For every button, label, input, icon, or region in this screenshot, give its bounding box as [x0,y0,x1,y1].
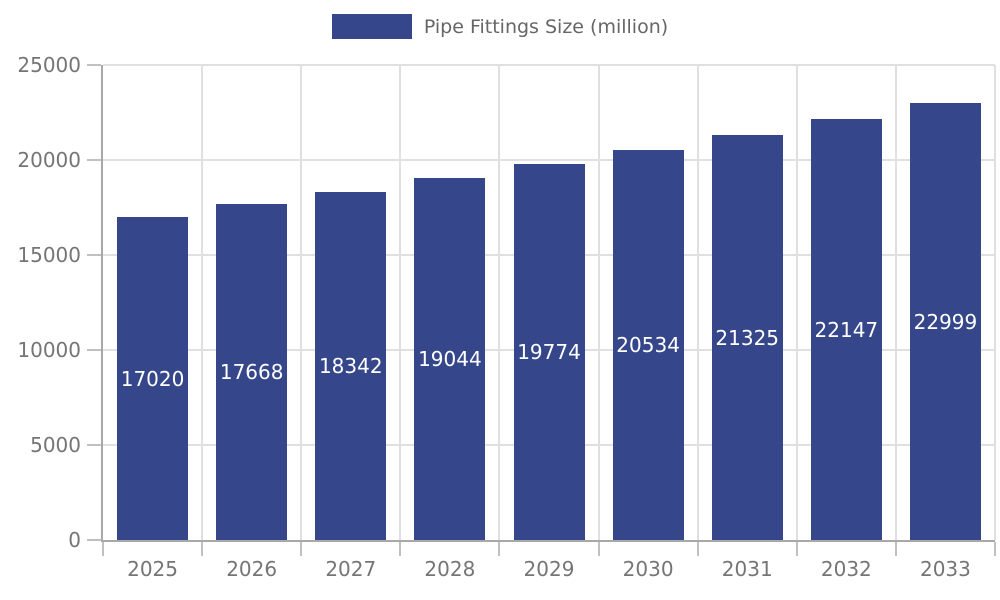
bar-2026[interactable]: 17668 [216,204,288,540]
gridline-vertical [894,65,897,540]
y-axis-tick [87,254,101,256]
x-axis-tick [597,542,600,556]
y-axis-tick-label: 25000 [17,53,81,77]
y-axis-line [101,65,103,542]
bar-value-label: 20534 [616,333,680,357]
gridline-vertical [597,65,600,540]
gridline-vertical [201,65,204,540]
bar-2025[interactable]: 17020 [117,217,189,540]
y-axis-tick [87,159,101,161]
bar-2030[interactable]: 20534 [612,150,684,540]
x-axis-tick [300,542,303,556]
x-axis-tick [498,542,501,556]
bar-value-label: 18342 [318,354,383,378]
x-axis-tick-label: 2027 [325,557,377,581]
bar-2029[interactable]: 19774 [513,164,585,540]
x-axis-tick-label: 2025 [127,557,178,581]
plot-area: 17020 17668 18342 19044 19774 20534 21325 22147… [103,64,996,540]
bar-value-label: 17020 [120,366,185,391]
gridline-vertical [994,65,996,540]
y-axis-tick [87,539,101,541]
x-axis-tick-label: 2032 [820,557,872,581]
y-axis-tick-label: 10000 [17,338,81,362]
bar-2031[interactable]: 21325 [711,135,783,540]
x-axis-tick-label: 2033 [919,557,971,581]
gridline-vertical [300,65,303,540]
bar-2027[interactable]: 18342 [315,192,387,540]
bar-value-label: 19044 [418,347,482,371]
x-axis-tick [894,542,897,556]
y-axis-tick [87,64,101,66]
bar-value-label: 22147 [814,317,879,342]
gridline-vertical [795,65,798,540]
gridline-vertical [399,65,402,540]
gridline-vertical [498,65,501,540]
bar-value-label: 17668 [219,360,284,384]
x-axis-tick [696,542,699,556]
legend[interactable]: Pipe Fittings Size (million) [0,14,1000,39]
bar-2028[interactable]: 19044 [414,178,486,540]
y-axis-tick [87,444,101,446]
bar-value-label: 22999 [913,309,978,334]
legend-swatch [331,14,412,39]
y-axis-tick-label: 20000 [17,148,81,172]
gridline-vertical [696,65,699,540]
bar-2032[interactable]: 22147 [810,119,882,540]
y-axis-tick [87,349,101,351]
x-axis-tick-label: 2030 [622,557,674,581]
x-axis-tick [102,542,104,556]
gridline-horizontal [103,159,995,161]
x-axis-tick-label: 2031 [721,557,773,581]
x-axis-tick [795,542,798,556]
x-axis-tick [399,542,402,556]
y-axis-tick-label: 0 [68,528,81,552]
x-axis-tick [201,542,204,556]
legend-label: Pipe Fittings Size (million) [423,15,669,38]
x-axis-line [101,540,995,542]
x-axis-tick-label: 2026 [226,557,278,581]
bar-value-label: 19774 [517,340,581,364]
bar-value-label: 21325 [715,325,780,350]
bar-2033[interactable]: 22999 [909,103,981,540]
x-axis-tick-label: 2029 [523,557,575,581]
y-axis-tick-label: 15000 [17,243,81,267]
gridline-horizontal [103,64,995,66]
x-axis-tick [994,542,996,556]
y-axis-tick-label: 5000 [30,433,81,457]
x-axis-tick-label: 2028 [424,557,476,581]
